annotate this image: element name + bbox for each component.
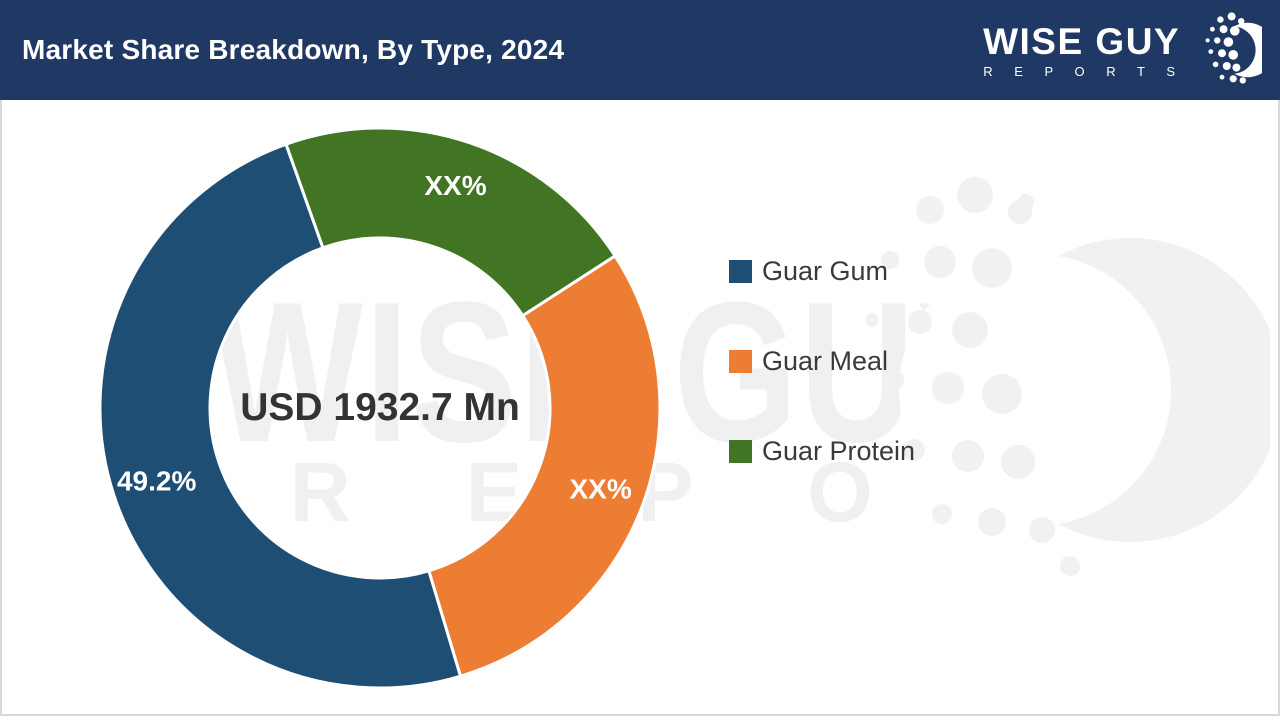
chart-legend: Guar Gum Guar Meal Guar Protein: [729, 246, 915, 516]
logo-subtitle: R E P O R T S: [983, 63, 1184, 79]
legend-item-guar-meal: Guar Meal: [729, 336, 915, 386]
slice-percentage-label: XX%: [424, 170, 486, 201]
legend-swatch-guar-meal: [729, 349, 752, 373]
logo-wordmark: WISE GUY: [983, 20, 1181, 62]
legend-label: Guar Gum: [762, 255, 889, 286]
donut-slice-guar-meal: [427, 254, 662, 678]
legend-item-guar-gum: Guar Gum: [729, 246, 915, 296]
header-bar: Market Share Breakdown, By Type, 2024 WI…: [0, 0, 1280, 100]
center-value-label: USD 1932.7 Mn: [240, 386, 520, 429]
donut-slice-guar-protein: [284, 126, 617, 318]
legend-label: Guar Protein: [762, 435, 916, 466]
legend-item-guar-protein: Guar Protein: [729, 426, 915, 476]
wise-guy-logo: WISE GUY R E P O R T S: [979, 10, 1262, 90]
legend-swatch-guar-gum: [729, 259, 752, 283]
slice-percentage-label: XX%: [569, 474, 631, 505]
slice-percentage-label: 49.2%: [117, 466, 196, 497]
face-watermark-icon: [865, 177, 1270, 576]
logo-text: WISE GUY R E P O R T S: [979, 23, 1184, 78]
page-title: Market Share Breakdown, By Type, 2024: [22, 34, 565, 65]
legend-swatch-guar-protein: [729, 439, 752, 463]
donut-slice-guar-gum: [98, 142, 463, 690]
legend-label: Guar Meal: [762, 345, 889, 376]
logo-face-icon: [1205, 12, 1262, 84]
